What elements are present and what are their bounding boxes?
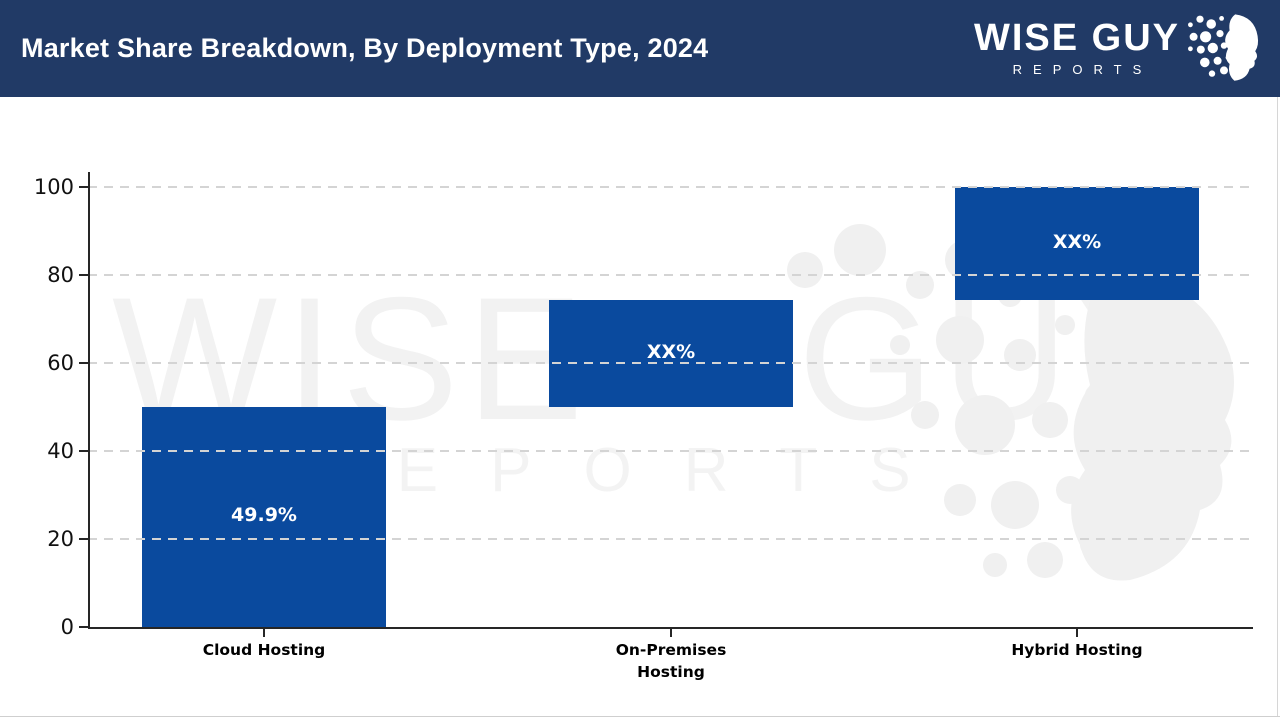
bar-value-label: XX% [646,340,696,363]
wise-guy-reports-logo: WISE GUY REPORTS [974,8,1264,88]
gridline [88,538,1253,540]
header: Market Share Breakdown, By Deployment Ty… [0,0,1280,97]
logo-text: WISE GUY REPORTS [973,17,1180,77]
y-tick-label: 100 [33,175,74,199]
y-tick-label: 60 [47,351,74,375]
bar-value-label: 49.9% [231,504,297,527]
y-tick [79,450,88,452]
y-axis-line [88,172,90,629]
logo-wordmark: WISE GUY [973,17,1180,60]
chart-right-edge [1277,97,1278,716]
y-tick-label: 80 [47,263,74,287]
gridline [88,274,1253,276]
y-tick [79,362,88,364]
logo-reports-text: REPORTS [1012,61,1153,77]
y-tick-label: 20 [47,527,74,551]
y-tick-label: 0 [60,615,74,639]
category-label: Cloud Hosting [202,641,326,659]
y-tick [79,538,88,540]
x-tick [263,629,265,637]
y-tick [79,186,88,188]
bar-cloud-hosting [142,407,386,627]
bar-on-premises-hosting [549,300,793,408]
gridline [88,362,1253,364]
chart-bottom-edge [0,716,1280,717]
category-label: On-Premises Hosting [615,641,727,681]
gridline [88,186,1253,188]
page-title: Market Share Breakdown, By Deployment Ty… [21,33,709,63]
y-tick [79,274,88,276]
x-tick [670,629,672,637]
gridline [88,450,1253,452]
x-tick [1076,629,1078,637]
y-tick [79,626,88,628]
x-axis-line [88,627,1253,629]
y-tick-label: 40 [47,439,74,463]
category-label: Hybrid Hosting [1011,641,1143,659]
watermark-reports-text: REPORTS [300,436,963,505]
bar-hybrid-hosting [955,187,1199,301]
logo-face-icon [1188,14,1259,81]
bar-value-label: XX% [1052,230,1102,253]
